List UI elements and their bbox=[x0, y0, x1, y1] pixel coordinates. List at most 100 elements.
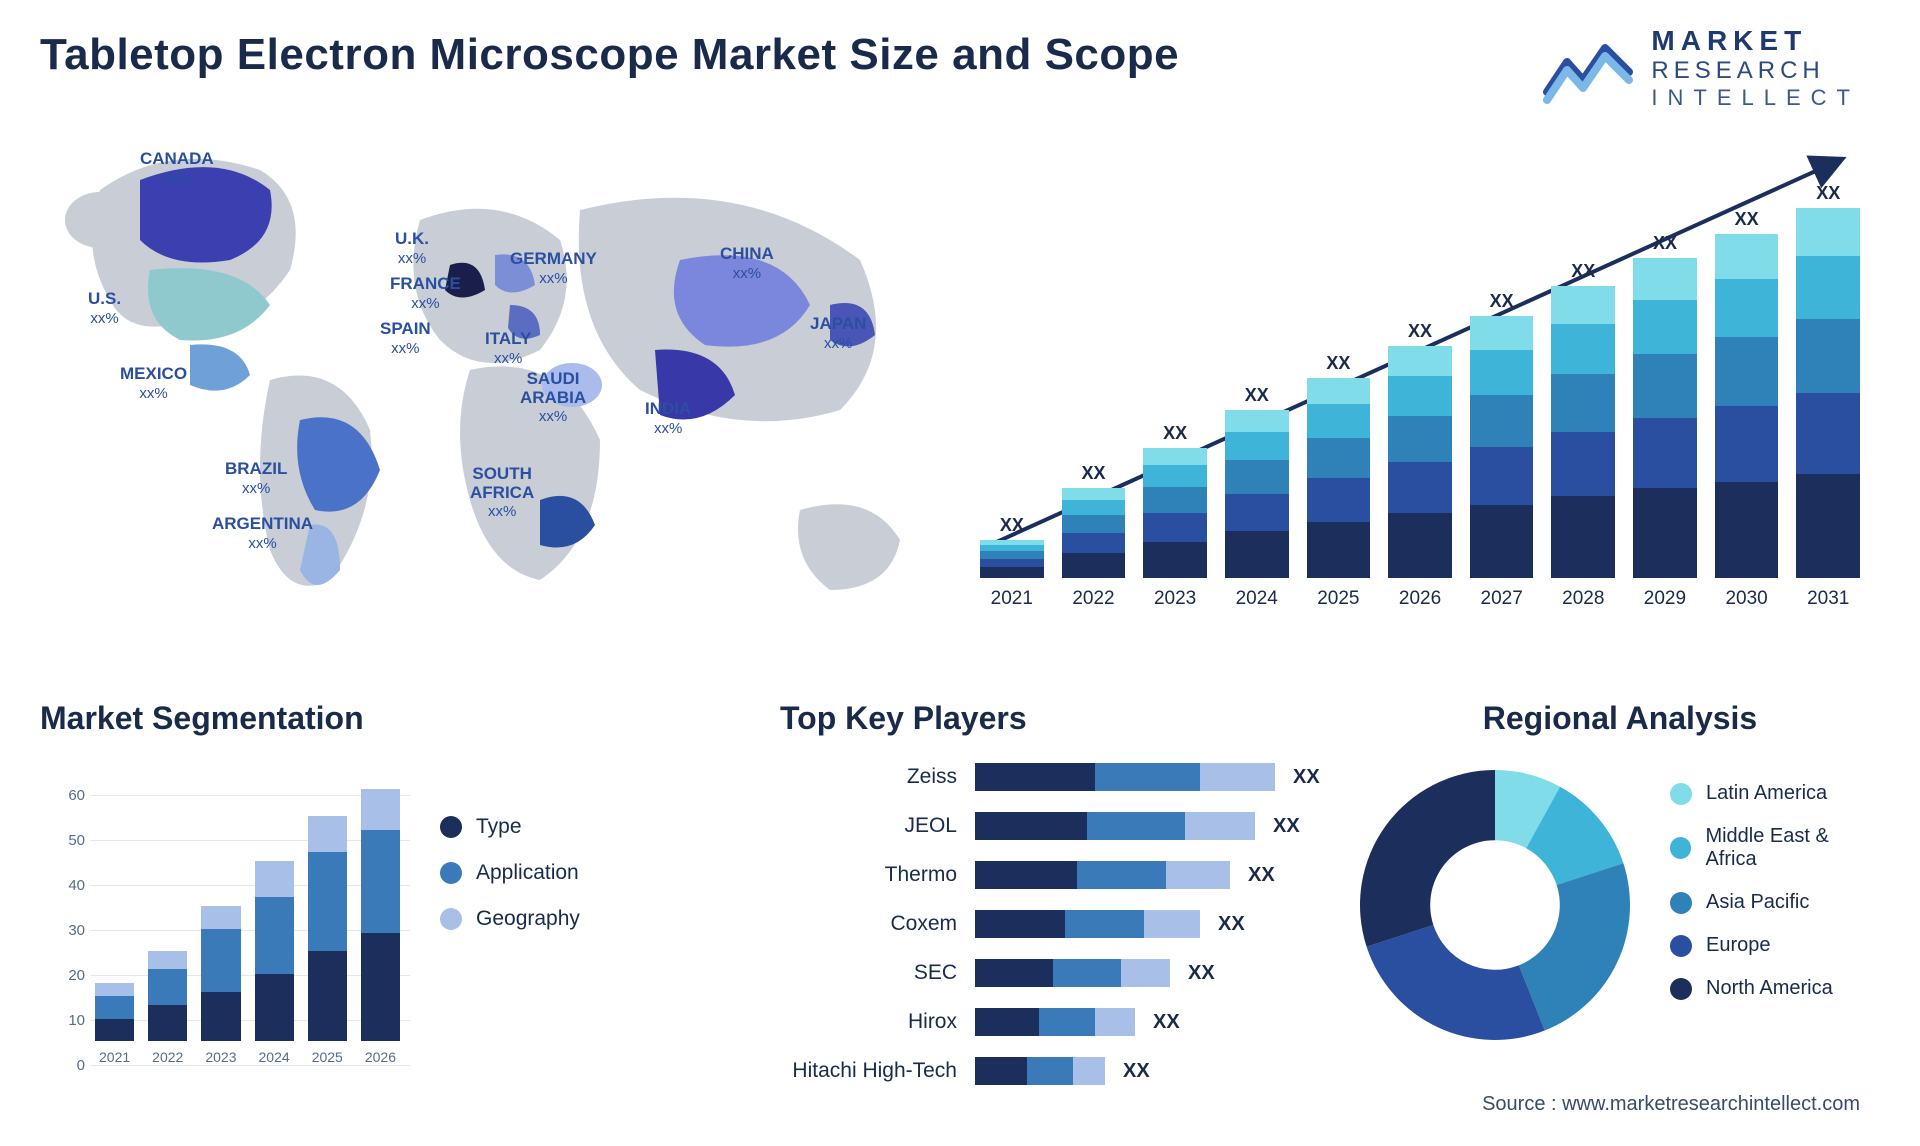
country-label: GERMANYxx% bbox=[510, 250, 597, 287]
players-section: Top Key Players ZeissXXJEOLXXThermoXXCox… bbox=[780, 700, 1320, 1120]
growth-bar: XX 2027 bbox=[1470, 291, 1534, 610]
player-value: XX bbox=[1123, 1060, 1150, 1083]
growth-bar-value: XX bbox=[1163, 423, 1187, 444]
growth-bar-value: XX bbox=[1735, 209, 1759, 230]
country-label: MEXICOxx% bbox=[120, 365, 187, 402]
seg-bar: 2026 bbox=[361, 789, 400, 1065]
growth-bar-year: 2022 bbox=[1072, 588, 1114, 610]
player-row: Thermo XX bbox=[780, 857, 1320, 893]
player-name: Hitachi High-Tech bbox=[780, 1059, 975, 1083]
player-name: Hirox bbox=[780, 1010, 975, 1034]
player-value: XX bbox=[1248, 864, 1275, 887]
seg-bar: 2022 bbox=[148, 951, 187, 1065]
player-value: XX bbox=[1273, 815, 1300, 838]
page-title: Tabletop Electron Microscope Market Size… bbox=[40, 30, 1179, 80]
regional-legend: Latin America Middle East & Africa Asia Pa… bbox=[1670, 782, 1880, 1020]
seg-y-tick: 20 bbox=[40, 967, 85, 984]
country-label: ITALYxx% bbox=[485, 330, 531, 367]
growth-chart: XX2021XX2022XX2023XX2024XX2025XX2026XX20… bbox=[980, 145, 1860, 655]
growth-bar-value: XX bbox=[1816, 183, 1840, 204]
country-label: SPAINxx% bbox=[380, 320, 431, 357]
growth-bar: XX 2028 bbox=[1551, 261, 1615, 610]
legend-item: Europe bbox=[1670, 934, 1880, 957]
player-name: Zeiss bbox=[780, 765, 975, 789]
seg-bar-year: 2022 bbox=[152, 1049, 183, 1065]
growth-bar: XX 2031 bbox=[1796, 183, 1860, 610]
country-label: FRANCExx% bbox=[390, 275, 461, 312]
logo-line2: RESEARCH bbox=[1651, 57, 1860, 85]
country-label: SAUDIARABIAxx% bbox=[520, 370, 586, 426]
seg-bar: 2023 bbox=[201, 906, 240, 1065]
seg-bar: 2024 bbox=[255, 861, 294, 1065]
country-label: U.K.xx% bbox=[395, 230, 429, 267]
seg-bar-year: 2024 bbox=[259, 1049, 290, 1065]
seg-y-tick: 50 bbox=[40, 832, 85, 849]
player-row: Hitachi High-Tech XX bbox=[780, 1053, 1320, 1089]
seg-bar-year: 2026 bbox=[365, 1049, 396, 1065]
growth-bar: XX 2029 bbox=[1633, 233, 1697, 610]
country-label: BRAZILxx% bbox=[225, 460, 287, 497]
source-text: Source : www.marketresearchintellect.com bbox=[1482, 1093, 1860, 1116]
country-label: CHINAxx% bbox=[720, 245, 774, 282]
player-value: XX bbox=[1153, 1011, 1180, 1034]
growth-bar-year: 2023 bbox=[1154, 588, 1196, 610]
segmentation-legend: Type Application Geography bbox=[440, 815, 580, 953]
seg-bar: 2025 bbox=[308, 816, 347, 1065]
growth-bar-value: XX bbox=[1490, 291, 1514, 312]
growth-bar-year: 2028 bbox=[1562, 588, 1604, 610]
seg-y-tick: 40 bbox=[40, 877, 85, 894]
growth-bar-value: XX bbox=[1408, 321, 1432, 342]
legend-item: Latin America bbox=[1670, 782, 1880, 805]
growth-bar-year: 2025 bbox=[1317, 588, 1359, 610]
player-value: XX bbox=[1188, 962, 1215, 985]
growth-bar-year: 2021 bbox=[991, 588, 1033, 610]
growth-bar-value: XX bbox=[1081, 463, 1105, 484]
player-name: JEOL bbox=[780, 814, 975, 838]
growth-bar-value: XX bbox=[1000, 515, 1024, 536]
country-label: ARGENTINAxx% bbox=[212, 515, 313, 552]
player-row: SEC XX bbox=[780, 955, 1320, 991]
player-name: SEC bbox=[780, 961, 975, 985]
growth-bar-value: XX bbox=[1653, 233, 1677, 254]
logo-line1: MARKET bbox=[1651, 25, 1860, 57]
growth-bar: XX2026 bbox=[1388, 321, 1452, 610]
player-row: CoxemXX bbox=[780, 906, 1320, 942]
seg-y-tick: 60 bbox=[40, 787, 85, 804]
legend-item: Geography bbox=[440, 907, 580, 931]
seg-y-tick: 0 bbox=[40, 1057, 85, 1074]
donut-slice bbox=[1360, 770, 1495, 947]
seg-y-tick: 10 bbox=[40, 1012, 85, 1029]
seg-bar-year: 2021 bbox=[99, 1049, 130, 1065]
brand-logo: MARKET RESEARCH INTELLECT bbox=[1543, 25, 1860, 110]
growth-bar-year: 2031 bbox=[1807, 588, 1849, 610]
country-label: INDIAxx% bbox=[645, 400, 691, 437]
player-name: Coxem bbox=[780, 912, 975, 936]
growth-bar-value: XX bbox=[1326, 353, 1350, 374]
legend-item: Application bbox=[440, 861, 580, 885]
regional-donut bbox=[1360, 770, 1630, 1040]
seg-bar-year: 2023 bbox=[205, 1049, 236, 1065]
seg-bar-year: 2025 bbox=[312, 1049, 343, 1065]
legend-item: Middle East & Africa bbox=[1670, 825, 1880, 871]
donut-slice bbox=[1367, 925, 1545, 1040]
logo-line3: INTELLECT bbox=[1651, 85, 1860, 110]
seg-y-tick: 30 bbox=[40, 922, 85, 939]
growth-bar-year: 2030 bbox=[1725, 588, 1767, 610]
growth-bar-year: 2029 bbox=[1644, 588, 1686, 610]
segmentation-section: Market Segmentation 0102030405060 202120… bbox=[40, 700, 660, 1120]
seg-bar: 2021 bbox=[95, 983, 134, 1066]
legend-item: Asia Pacific bbox=[1670, 891, 1880, 914]
player-row: JEOL XX bbox=[780, 808, 1320, 844]
growth-bar: XX 2030 bbox=[1715, 209, 1779, 610]
growth-bar-value: XX bbox=[1571, 261, 1595, 282]
legend-item: North America bbox=[1670, 977, 1880, 1000]
country-label: JAPANxx% bbox=[810, 315, 866, 352]
player-row: ZeissXX bbox=[780, 759, 1320, 795]
world-map: CANADAxx%U.S.xx%MEXICOxx%BRAZILxx%ARGENT… bbox=[40, 130, 940, 650]
growth-bar-year: 2027 bbox=[1481, 588, 1523, 610]
player-row: Hirox XX bbox=[780, 1004, 1320, 1040]
legend-item: Type bbox=[440, 815, 580, 839]
country-label: U.S.xx% bbox=[88, 290, 121, 327]
player-name: Thermo bbox=[780, 863, 975, 887]
growth-bar-value: XX bbox=[1245, 385, 1269, 406]
